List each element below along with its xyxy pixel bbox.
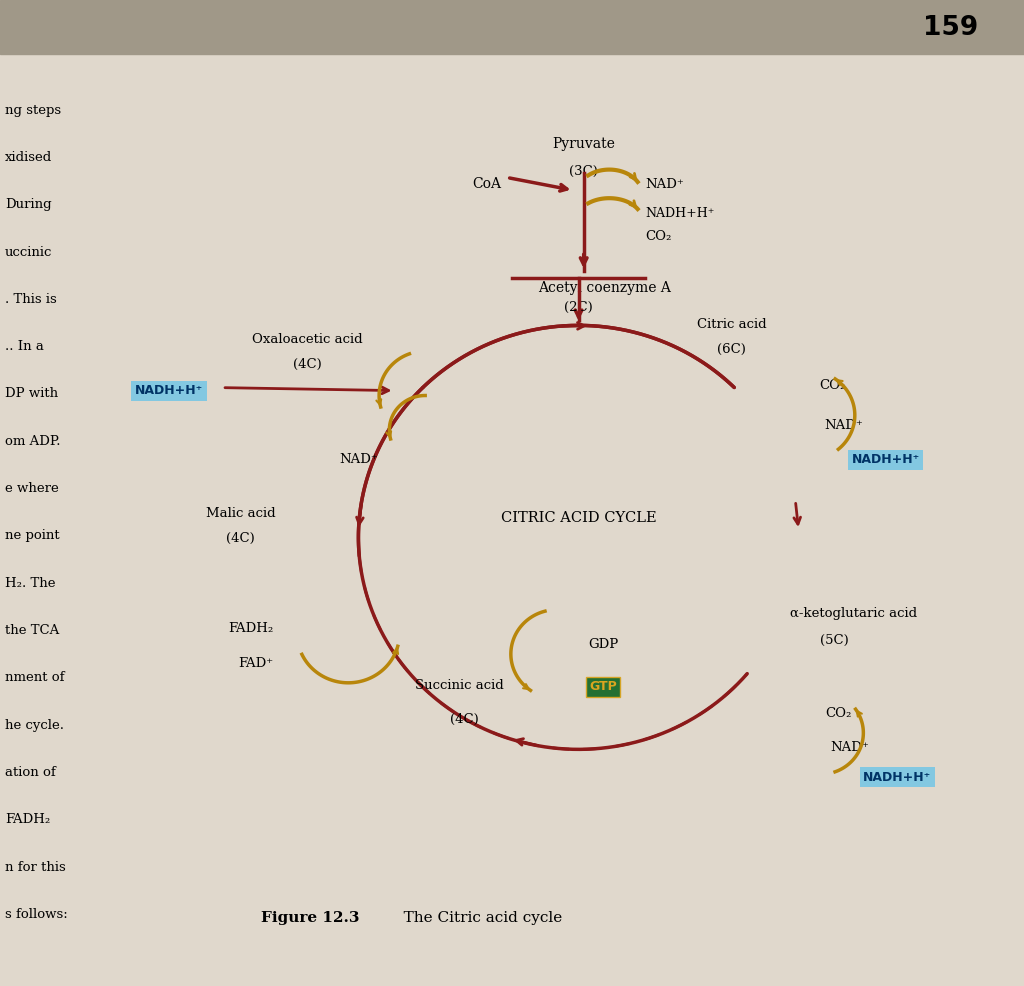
Text: Oxaloacetic acid: Oxaloacetic acid <box>252 333 362 346</box>
Text: H₂. The: H₂. The <box>5 577 55 590</box>
Text: GTP: GTP <box>589 680 616 693</box>
Text: Citric acid: Citric acid <box>697 318 767 331</box>
Text: NAD⁺: NAD⁺ <box>339 454 378 466</box>
Text: FADH₂: FADH₂ <box>228 622 273 635</box>
Text: GDP: GDP <box>588 638 618 651</box>
Text: om ADP.: om ADP. <box>5 435 60 448</box>
Text: Malic acid: Malic acid <box>206 507 275 521</box>
Text: xidised: xidised <box>5 151 52 164</box>
Text: ation of: ation of <box>5 766 56 779</box>
Text: .. In a: .. In a <box>5 340 44 353</box>
Text: CO₂: CO₂ <box>819 380 846 392</box>
Text: he cycle.: he cycle. <box>5 719 65 732</box>
Text: Pyruvate: Pyruvate <box>552 137 615 151</box>
Text: CO₂: CO₂ <box>645 230 672 244</box>
Text: (2C): (2C) <box>564 301 593 315</box>
Text: the TCA: the TCA <box>5 624 59 637</box>
Text: Figure 12.3: Figure 12.3 <box>261 911 359 925</box>
Text: nment of: nment of <box>5 671 65 684</box>
Text: FAD⁺: FAD⁺ <box>239 657 273 669</box>
Text: Succinic acid: Succinic acid <box>416 678 504 692</box>
Text: . This is: . This is <box>5 293 57 306</box>
Text: (3C): (3C) <box>569 165 598 177</box>
Text: (4C): (4C) <box>451 713 479 727</box>
Text: Acetyl coenzyme A: Acetyl coenzyme A <box>538 281 671 295</box>
Text: α-ketoglutaric acid: α-ketoglutaric acid <box>790 606 916 619</box>
Text: (4C): (4C) <box>293 358 322 371</box>
Text: NADH+H⁺: NADH+H⁺ <box>863 771 931 784</box>
Text: n for this: n for this <box>5 861 66 874</box>
Text: CO₂: CO₂ <box>825 707 852 720</box>
Text: DP with: DP with <box>5 387 58 400</box>
Text: (4C): (4C) <box>226 531 255 545</box>
Text: During: During <box>5 198 52 211</box>
Text: NADH+H⁺: NADH+H⁺ <box>135 385 203 397</box>
Text: e where: e where <box>5 482 58 495</box>
Text: s follows:: s follows: <box>5 908 68 921</box>
Text: NAD⁺: NAD⁺ <box>824 419 863 432</box>
Text: ne point: ne point <box>5 529 59 542</box>
Bar <box>0 0 1024 54</box>
Text: NAD⁺: NAD⁺ <box>830 741 869 754</box>
Text: (5C): (5C) <box>820 634 849 647</box>
Text: (6C): (6C) <box>718 343 746 356</box>
Text: NADH+H⁺: NADH+H⁺ <box>645 207 715 221</box>
Text: The Citric acid cycle: The Citric acid cycle <box>389 911 562 925</box>
Text: CoA: CoA <box>472 177 501 191</box>
Text: 159: 159 <box>923 15 978 40</box>
Text: NADH+H⁺: NADH+H⁺ <box>851 454 920 466</box>
Text: CITRIC ACID CYCLE: CITRIC ACID CYCLE <box>501 511 656 525</box>
Text: uccinic: uccinic <box>5 246 52 258</box>
Text: FADH₂: FADH₂ <box>5 813 50 826</box>
Text: NAD⁺: NAD⁺ <box>645 177 684 191</box>
Text: ng steps: ng steps <box>5 104 61 116</box>
